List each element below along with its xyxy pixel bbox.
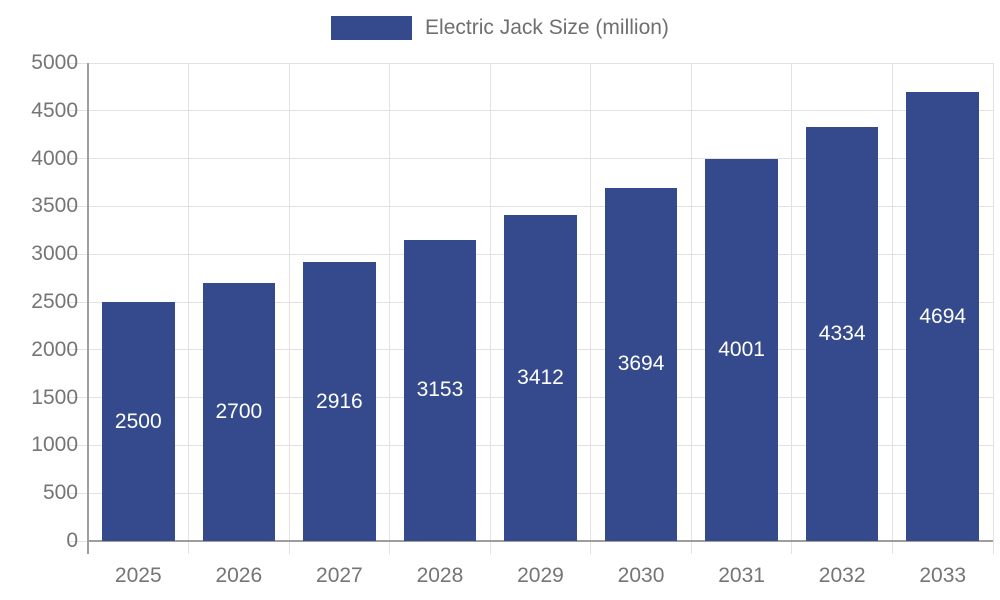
x-tick-label: 2030	[617, 564, 665, 587]
bar-2026[interactable]	[202, 282, 276, 541]
y-gridline	[68, 205, 993, 207]
bar-2029[interactable]	[504, 214, 577, 541]
y-tick-label: 5000	[31, 51, 78, 74]
x-gridline	[590, 63, 592, 554]
y-tick-label: 1000	[31, 433, 78, 457]
bar-value-label: 2500	[114, 409, 162, 433]
y-tick	[68, 540, 88, 542]
bar-value-label: 4334	[818, 321, 866, 345]
legend-item[interactable]: Electric Jack Size (million)	[0, 15, 1000, 41]
bar-value-label: 2700	[215, 399, 263, 423]
plot-area: 2500 2700 2916 3153 3412 3694 4001 4334 4694	[68, 62, 994, 554]
x-gridline	[791, 63, 793, 554]
x-tick-label: 2031	[718, 564, 765, 587]
x-tick-label: 2032	[818, 564, 866, 587]
bar-2027[interactable]	[303, 262, 376, 541]
y-tick-label: 3000	[31, 242, 78, 266]
bar-2028[interactable]	[403, 239, 477, 541]
bar-value-label: 3694	[617, 352, 665, 376]
y-tick-label: 4500	[31, 98, 78, 122]
bar-2025[interactable]	[102, 302, 175, 541]
x-gridline	[489, 63, 491, 554]
x-tick-label: 2026	[215, 564, 263, 587]
x-gridline	[389, 63, 391, 554]
y-tick-label: 4000	[31, 146, 78, 170]
y-gridline	[68, 110, 993, 112]
bar-value-label: 4694	[919, 304, 967, 328]
y-axis-line	[87, 63, 89, 554]
x-gridline	[891, 63, 893, 554]
x-axis-line	[88, 540, 993, 542]
x-gridline	[288, 63, 290, 554]
x-tick-label: 2027	[316, 564, 363, 587]
y-tick-label: 1500	[31, 385, 78, 409]
x-gridline	[992, 63, 994, 554]
x-gridline	[690, 63, 692, 554]
x-tick-label: 2029	[517, 564, 564, 587]
legend-swatch	[331, 16, 413, 40]
y-gridline	[68, 158, 993, 160]
bar-value-label: 3153	[416, 378, 464, 402]
bar-value-label: 4001	[718, 337, 765, 361]
bar-2030[interactable]	[604, 187, 678, 541]
y-tick-label: 0	[66, 529, 78, 552]
bar-2032[interactable]	[805, 126, 879, 541]
bar-value-label: 3412	[517, 365, 564, 389]
y-tick-label: 2500	[31, 290, 78, 313]
bar-2033[interactable]	[906, 92, 979, 541]
legend-label: Electric Jack Size (million)	[425, 16, 669, 39]
bar-value-label: 2916	[316, 389, 363, 413]
bar-2031[interactable]	[705, 158, 778, 541]
x-tick-label: 2033	[919, 564, 967, 587]
x-gridline	[188, 63, 190, 554]
x-tick-label: 2025	[114, 564, 162, 587]
y-tick-label: 2000	[31, 337, 78, 361]
x-tick-label: 2028	[416, 564, 464, 587]
y-gridline	[68, 62, 993, 64]
y-tick-label: 500	[42, 481, 78, 505]
y-tick-label: 3500	[31, 194, 78, 218]
